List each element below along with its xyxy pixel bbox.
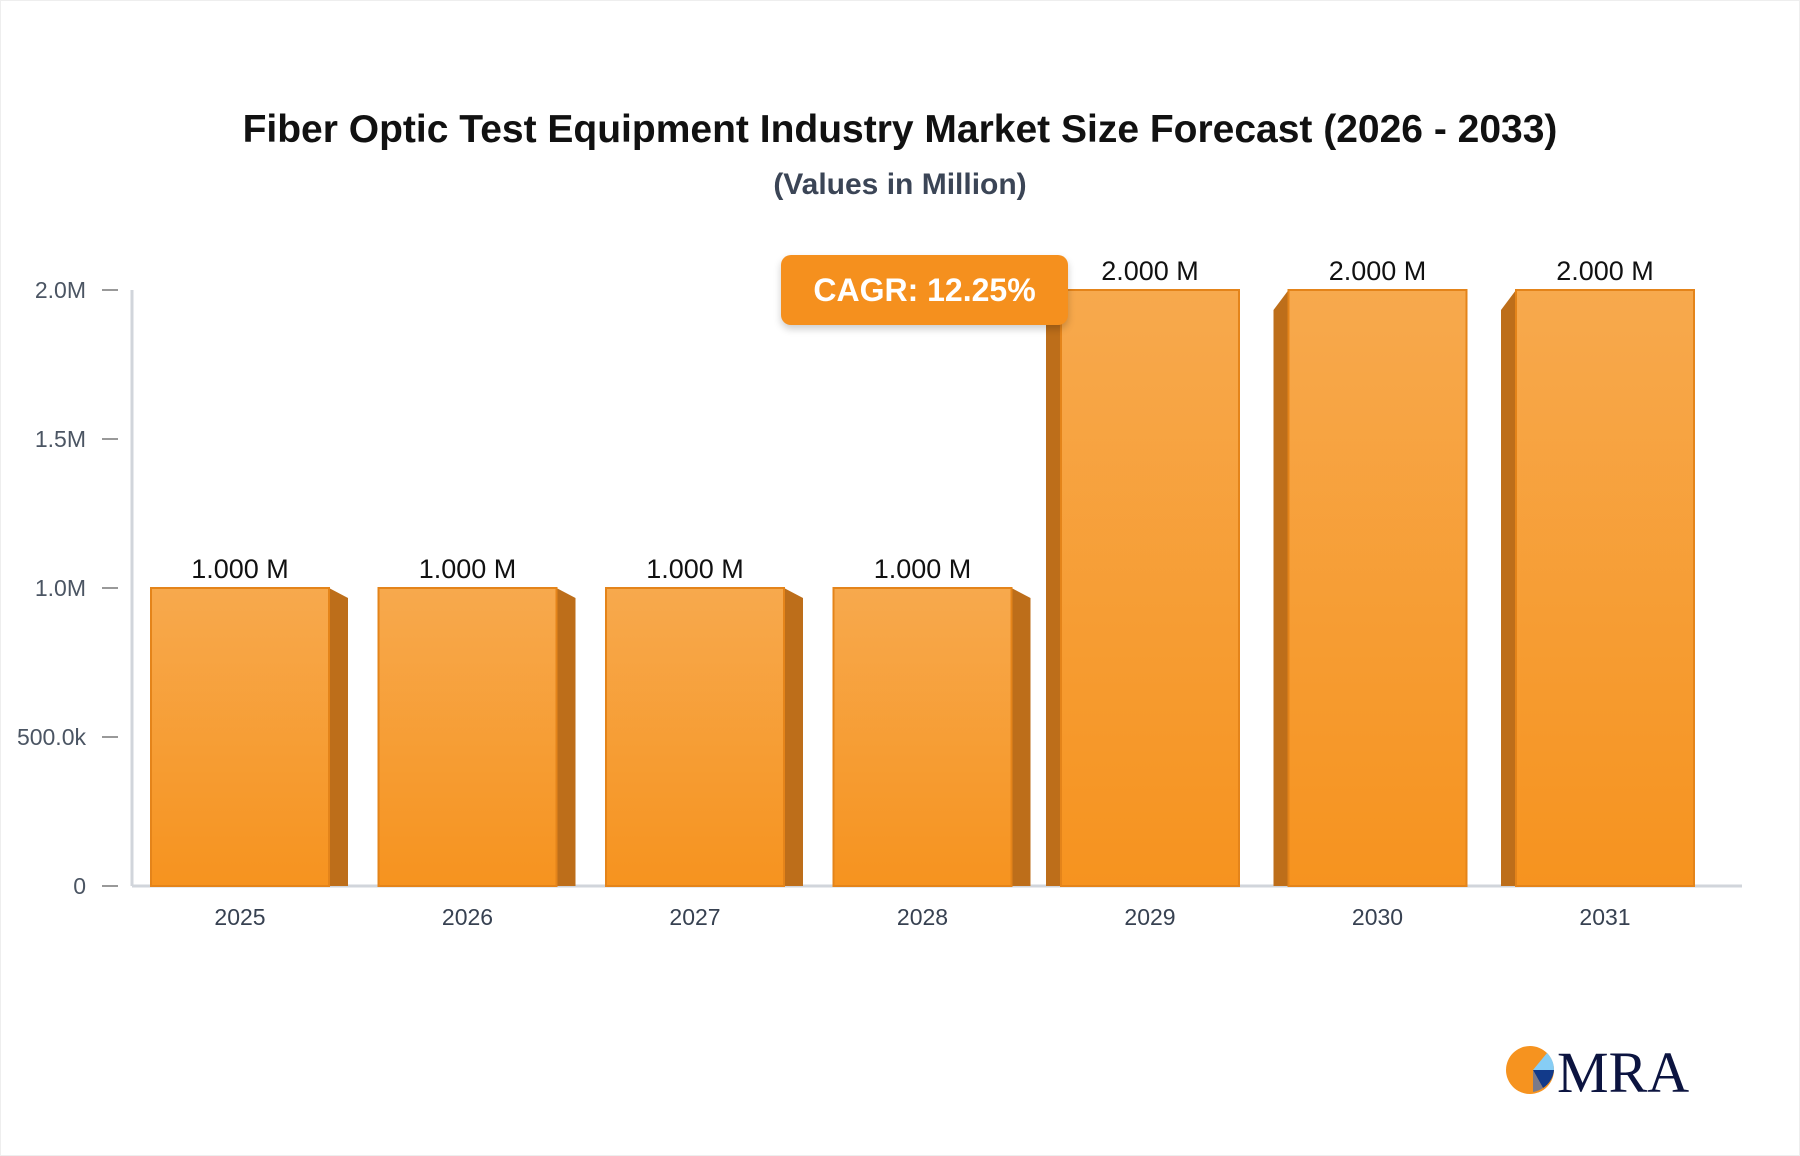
bar xyxy=(1287,289,1468,887)
bar xyxy=(377,587,558,887)
logo-pie-icon: MRA xyxy=(1506,1040,1689,1100)
x-tick-label: 2027 xyxy=(669,904,720,930)
x-tick-label: 2031 xyxy=(1579,904,1630,930)
bar xyxy=(1060,289,1240,887)
chart-title: Fiber Optic Test Equipment Industry Mark… xyxy=(242,108,1558,151)
chart-subtitle: (Values in Million) xyxy=(773,168,1027,201)
bar-group: 1.000 M 2028 xyxy=(832,554,1031,930)
x-tick-label: 2029 xyxy=(1124,904,1175,930)
data-label: 2.000 M xyxy=(1556,256,1654,286)
y-tick-label: 2.0M xyxy=(35,277,86,303)
y-tick-label: 500.0k xyxy=(17,724,87,750)
data-label: 2.000 M xyxy=(1329,256,1427,286)
bar-side xyxy=(329,588,348,886)
bar-group: 1.000 M 2025 xyxy=(150,554,348,930)
data-label: 1.000 M xyxy=(646,554,744,584)
data-label: 1.000 M xyxy=(874,554,972,584)
y-tick-label: 1.0M xyxy=(35,575,86,601)
x-tick-label: 2025 xyxy=(214,904,265,930)
bar-side xyxy=(784,588,803,886)
data-label: 1.000 M xyxy=(419,554,517,584)
bar xyxy=(1515,289,1695,887)
logo-text: MRA xyxy=(1557,1040,1689,1100)
bar-group: 1.000 M 2027 xyxy=(605,554,803,930)
mra-logo: MRA xyxy=(1505,1040,1705,1100)
bar-side xyxy=(556,588,576,886)
bar xyxy=(605,587,785,887)
bar-side xyxy=(1273,290,1289,886)
bar-group: 2.000 M 2030 xyxy=(1273,256,1468,930)
x-tick-label: 2028 xyxy=(897,904,948,930)
x-tick-label: 2026 xyxy=(442,904,493,930)
cagr-badge: CAGR: 12.25% xyxy=(781,255,1068,325)
data-label: 1.000 M xyxy=(191,554,289,584)
x-tick-label: 2030 xyxy=(1352,904,1403,930)
data-label: 2.000 M xyxy=(1101,256,1199,286)
bar-group: 2.000 M 2031 xyxy=(1501,256,1695,930)
bar-side xyxy=(1011,588,1031,886)
bar-side xyxy=(1046,290,1061,886)
bar xyxy=(150,587,330,887)
y-tick-label: 1.5M xyxy=(35,426,86,452)
bar-group: 1.000 M 2026 xyxy=(377,554,576,930)
bar-side xyxy=(1501,290,1516,886)
y-tick-label: 0 xyxy=(73,873,86,899)
bar xyxy=(832,587,1013,887)
bar-group: 2.000 M 2029 xyxy=(1046,256,1240,930)
